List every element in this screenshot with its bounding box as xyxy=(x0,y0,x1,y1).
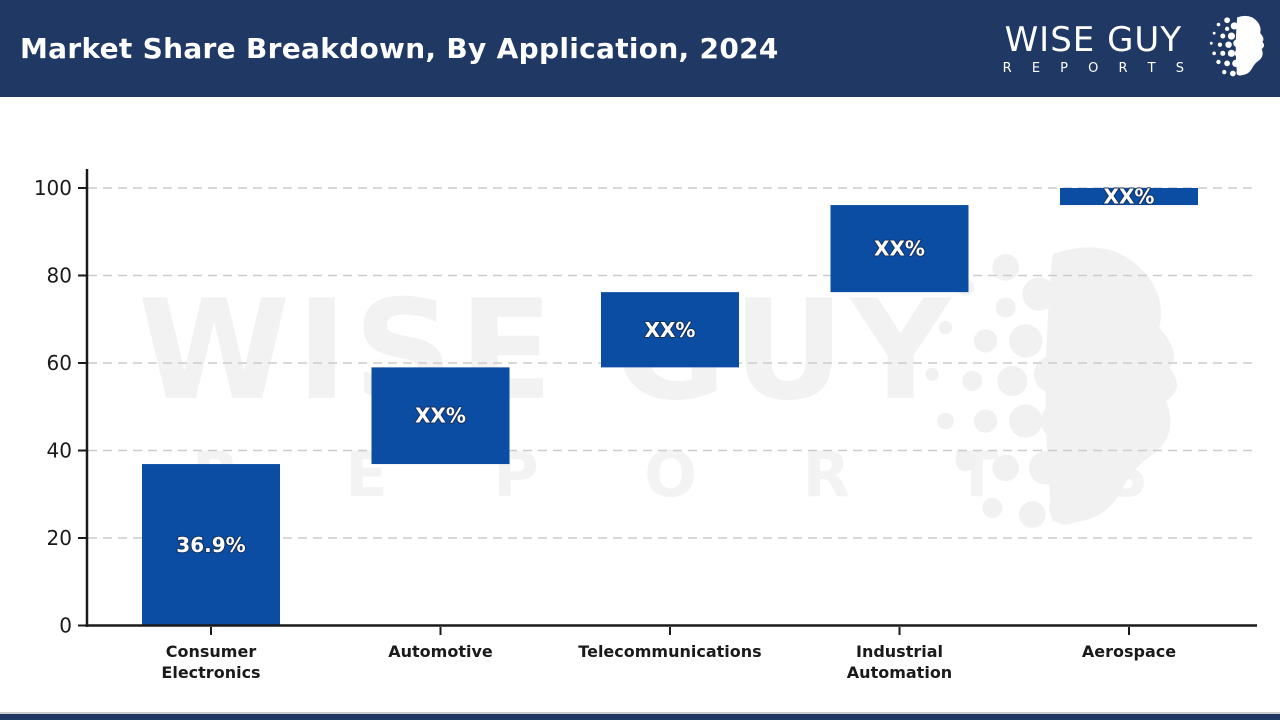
bar-label-aerospace: XX% xyxy=(1104,185,1155,209)
category-label-3: Industrial Automation xyxy=(847,642,952,682)
category-label-0: Consumer Electronics xyxy=(161,642,260,682)
y-tick-label-80: 80 xyxy=(47,264,72,288)
bar-industrial-automation xyxy=(830,205,969,293)
footer-divider xyxy=(0,712,1280,714)
watermark-text-2: R E P O R T S xyxy=(192,438,1191,511)
y-tick-label-20: 20 xyxy=(47,526,72,550)
category-label-1: Automotive xyxy=(388,642,493,661)
bar-automotive xyxy=(371,367,510,465)
logo-text: WISE GUY R E P O R T S xyxy=(995,23,1192,75)
watermark-text-1: WISE GUY xyxy=(138,270,957,431)
bar-label-industrial-automation: XX% xyxy=(874,237,925,261)
bar-label-consumer-electronics: 36.9% xyxy=(176,533,245,557)
y-tick-label-100: 100 xyxy=(34,176,72,200)
category-label-4: Aerospace xyxy=(1082,642,1176,661)
y-tick-label-0: 0 xyxy=(59,614,72,638)
footer-bar xyxy=(0,714,1280,720)
logo-wiseguy-label: WISE GUY xyxy=(1004,19,1183,60)
bar-label-telecommunications: XX% xyxy=(645,318,696,342)
bar-label-automotive: XX% xyxy=(415,404,466,428)
bar-consumer-electronics xyxy=(142,464,280,626)
y-tick-label-40: 40 xyxy=(47,439,72,463)
category-label-2: Telecommunications xyxy=(578,642,761,661)
chart-plot: 36.9% XX% XX% XX% XX% 0 20 40 60 80 100 Consumer Ele… xyxy=(34,169,1257,682)
logo: WISE GUY R E P O R T S xyxy=(995,10,1266,88)
logo-reports-label: R E P O R T S xyxy=(1002,60,1192,76)
bar-aerospace xyxy=(1060,188,1198,206)
bar-telecommunications xyxy=(601,292,739,368)
logo-face-icon xyxy=(1194,10,1266,88)
chart-title: Market Share Breakdown, By Application, … xyxy=(20,32,779,65)
header-bar: Market Share Breakdown, By Application, … xyxy=(0,0,1280,97)
y-tick-label-60: 60 xyxy=(47,351,72,375)
